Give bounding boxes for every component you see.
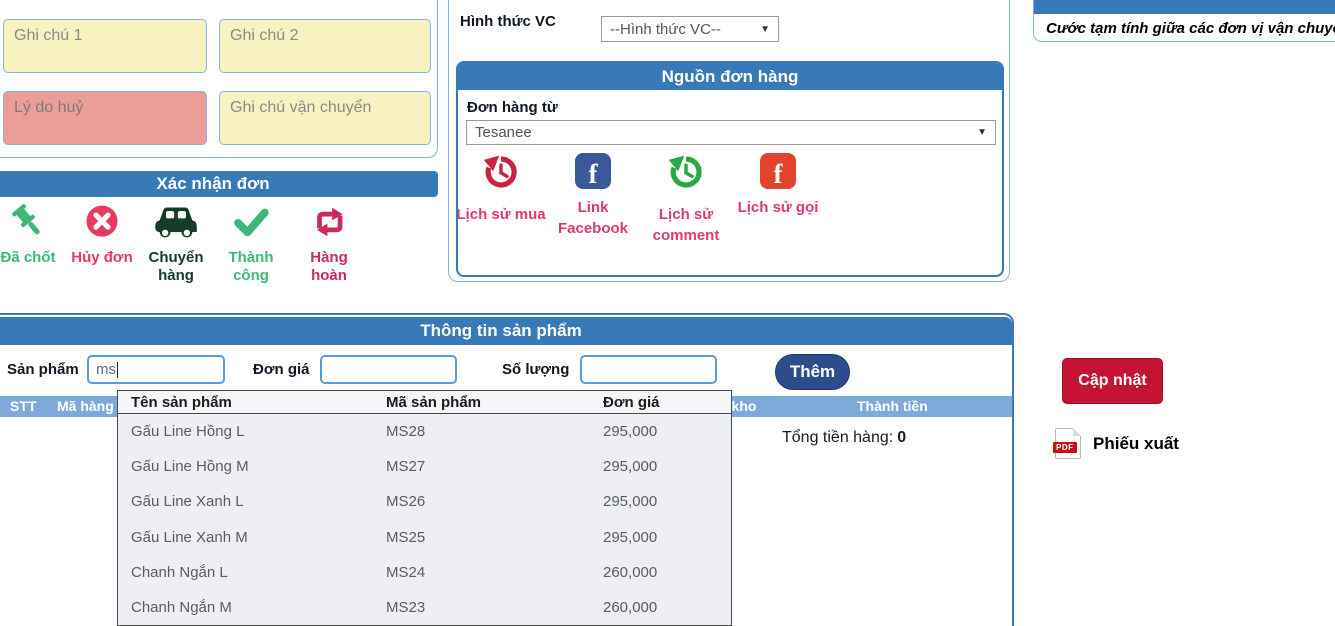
link-label: Link Facebook bbox=[557, 199, 629, 237]
shipping-method-select[interactable]: --Hình thức VC-- ▼ bbox=[601, 16, 779, 42]
note1-textarea[interactable]: Ghi chú 1 bbox=[3, 19, 207, 73]
action-hang-hoan[interactable]: Hàng hoàn bbox=[292, 203, 366, 285]
link-lich-su-mua[interactable]: Lịch sử mua bbox=[456, 153, 547, 225]
chevron-down-icon: ▼ bbox=[977, 127, 987, 138]
text-caret bbox=[117, 361, 118, 378]
quantity-input[interactable] bbox=[580, 355, 717, 384]
pdf-file-icon: PDF bbox=[1053, 428, 1081, 459]
action-label: Hàng hoàn bbox=[310, 249, 348, 284]
autocomplete-col-name: Tên sản phẩm bbox=[131, 393, 232, 411]
shipping-fee-note: Cước tạm tính giữa các đơn vị vận chuyển bbox=[1046, 19, 1335, 37]
link-label: Lịch sử gọi bbox=[737, 199, 819, 216]
link-lich-su-comment[interactable]: Lịch sử comment bbox=[640, 153, 732, 246]
pdf-badge: PDF bbox=[1053, 442, 1077, 453]
price-label: Đơn giá bbox=[253, 361, 310, 378]
product-autocomplete-dropdown: Tên sản phẩm Mã sản phẩm Đơn giá Gấu Lin… bbox=[117, 390, 732, 626]
history-green-icon bbox=[668, 155, 702, 188]
order-source-panel: Nguồn đơn hàng Đơn hàng từ Tesanee ▼ Lịc… bbox=[456, 61, 1004, 277]
col-ma-hang: Mã hàng bbox=[57, 398, 114, 414]
col-stt: STT bbox=[10, 398, 37, 414]
link-label: Lịch sử mua bbox=[456, 206, 546, 223]
order-from-select[interactable]: Tesanee ▼ bbox=[466, 120, 996, 145]
history-red-icon bbox=[483, 155, 517, 188]
export-pdf-label: Phiếu xuất bbox=[1093, 433, 1179, 453]
quantity-label: Số lượng bbox=[502, 361, 570, 378]
action-label: Chuyển hàng bbox=[148, 249, 204, 284]
autocomplete-col-price: Đơn giá bbox=[603, 393, 660, 411]
cancel-reason-textarea[interactable]: Lý do huỷ bbox=[3, 91, 207, 145]
col-thanh-tien: Thành tiền bbox=[857, 398, 928, 414]
return-arrows-icon bbox=[317, 207, 343, 237]
facebook-red-icon: f bbox=[760, 153, 796, 189]
facebook-blue-icon: f bbox=[575, 153, 611, 189]
product-info-header: Thông tin sản phẩm bbox=[0, 317, 1012, 345]
order-from-label: Đơn hàng từ bbox=[467, 99, 558, 116]
chevron-down-icon: ▼ bbox=[760, 23, 770, 35]
total-label: Tổng tiền hàng: bbox=[782, 429, 894, 446]
notes-panel: Ghi chú 1 Ghi chú 2 Lý do huỷ Ghi chú vậ… bbox=[0, 0, 438, 158]
autocomplete-option[interactable]: Chanh Ngắn M MS23 260,000 bbox=[131, 599, 658, 617]
action-label: Hủy đơn bbox=[71, 249, 133, 266]
link-lich-su-goi[interactable]: f Lịch sử gọi bbox=[732, 153, 824, 218]
action-da-chot[interactable]: Đã chốt bbox=[0, 203, 65, 267]
product-search-value: ms bbox=[96, 361, 116, 378]
add-product-button[interactable]: Thêm bbox=[775, 354, 850, 390]
shipping-method-value: --Hình thức VC-- bbox=[610, 20, 721, 38]
autocomplete-option[interactable]: Gấu Line Xanh M MS25 295,000 bbox=[131, 528, 658, 546]
price-input[interactable] bbox=[320, 355, 457, 384]
action-label: Đã chốt bbox=[0, 249, 56, 266]
update-button[interactable]: Cập nhật bbox=[1062, 358, 1163, 404]
check-icon bbox=[234, 208, 269, 237]
note2-textarea[interactable]: Ghi chú 2 bbox=[219, 19, 431, 73]
action-thanh-cong[interactable]: Thành công bbox=[214, 203, 288, 285]
product-label: Sản phẩm bbox=[7, 361, 79, 378]
autocomplete-option[interactable]: Gấu Line Hồng L MS28 295,000 bbox=[131, 423, 658, 441]
action-label: Thành công bbox=[228, 249, 274, 284]
link-label: Lịch sử comment bbox=[652, 206, 720, 244]
order-source-header: Nguồn đơn hàng bbox=[458, 63, 1002, 90]
shipping-fee-panel-header bbox=[1034, 0, 1335, 14]
action-huy-don[interactable]: Hủy đơn bbox=[65, 203, 139, 267]
link-facebook[interactable]: f Link Facebook bbox=[547, 153, 639, 239]
product-search-input[interactable]: ms bbox=[87, 355, 225, 384]
confirm-section-header: Xác nhận đơn bbox=[0, 171, 438, 197]
page-fold bbox=[1073, 428, 1081, 436]
order-from-value: Tesanee bbox=[475, 124, 532, 141]
total-line: Tổng tiền hàng: 0 bbox=[782, 429, 906, 447]
action-chuyen-hang[interactable]: Chuyển hàng bbox=[136, 203, 216, 285]
export-pdf-link[interactable]: PDF Phiếu xuất bbox=[1053, 428, 1179, 459]
autocomplete-header-row: Tên sản phẩm Mã sản phẩm Đơn giá bbox=[118, 391, 731, 414]
total-value: 0 bbox=[897, 429, 907, 446]
car-icon bbox=[155, 207, 197, 238]
shipping-method-label: Hình thức VC bbox=[460, 13, 556, 30]
autocomplete-col-code: Mã sản phẩm bbox=[386, 393, 482, 411]
autocomplete-option[interactable]: Gấu Line Xanh L MS26 295,000 bbox=[131, 493, 658, 511]
autocomplete-option[interactable]: Gấu Line Hồng M MS27 295,000 bbox=[131, 458, 658, 476]
cancel-circle-icon bbox=[86, 205, 118, 237]
autocomplete-option[interactable]: Chanh Ngắn L MS24 260,000 bbox=[131, 563, 658, 581]
gavel-icon bbox=[12, 204, 40, 235]
shipping-fee-panel: Cước tạm tính giữa các đơn vị vận chuyển bbox=[1033, 0, 1335, 42]
order-source-container: Hình thức VC --Hình thức VC-- ▼ Nguồn đơ… bbox=[448, 0, 1010, 282]
shipping-note-textarea[interactable]: Ghi chú vận chuyển bbox=[219, 91, 431, 145]
